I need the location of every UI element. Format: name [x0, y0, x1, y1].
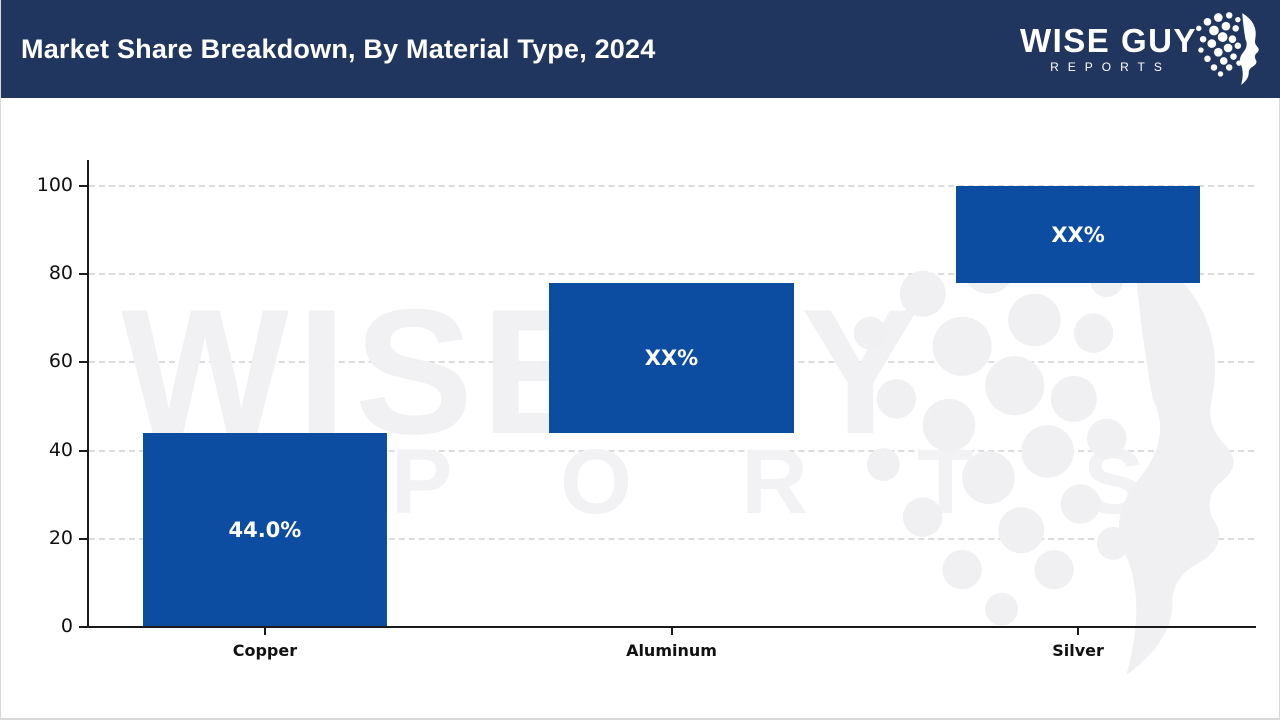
bar-aluminum[interactable]: XX%	[549, 283, 794, 433]
x-tick-aluminum	[670, 628, 673, 635]
x-axis-label-silver: Silver	[1052, 641, 1104, 660]
x-axis-label-aluminum: Aluminum	[626, 641, 717, 660]
y-tick-label-0: 0	[60, 615, 73, 637]
header: Market Share Breakdown, By Material Type…	[1, 0, 1280, 98]
gridline-20	[89, 537, 1254, 540]
y-tick-40	[79, 449, 87, 452]
y-tick-80	[79, 273, 87, 276]
bar-silver[interactable]: XX%	[955, 186, 1201, 284]
x-axis-label-copper: Copper	[232, 641, 298, 660]
chart-title: Market Share Breakdown, By Material Type…	[21, 33, 656, 64]
y-tick-60	[79, 361, 87, 364]
chart-area: WISE Y P O R T S 44.0% XX%	[1, 98, 1280, 718]
y-axis-line	[87, 160, 89, 628]
gridline-100	[89, 185, 1254, 187]
logo-name: WISE GUY	[1019, 22, 1197, 59]
gridline-40	[89, 449, 1254, 452]
y-tick-100	[79, 185, 87, 187]
bar-value-label-silver: XX%	[1051, 222, 1105, 247]
plot-area: 44.0% XX% XX%	[89, 160, 1254, 627]
y-tick-20	[79, 537, 87, 540]
gridline-80	[89, 273, 1254, 276]
logo-subtitle: REPORTS	[1050, 60, 1171, 74]
x-tick-copper	[263, 628, 266, 635]
y-tick-label-100: 100	[36, 174, 73, 196]
bar-value-label-aluminum: XX%	[644, 346, 699, 370]
y-tick-label-20: 20	[48, 526, 73, 549]
logo-face-icon	[1196, 12, 1259, 85]
y-tick-label-60: 60	[48, 350, 73, 373]
y-tick-label-40: 40	[48, 438, 73, 461]
y-tick-label-80: 80	[48, 262, 73, 285]
bar-copper[interactable]: 44.0%	[142, 432, 388, 627]
brand-logo: WISE GUY REPORTS	[1020, 11, 1263, 87]
x-tick-silver	[1077, 628, 1080, 635]
bar-value-label-copper: 44.0%	[228, 517, 302, 542]
y-tick-0	[79, 626, 87, 628]
logo-wordmark: WISE GUY REPORTS	[1020, 24, 1197, 74]
x-axis-line	[87, 626, 1256, 628]
